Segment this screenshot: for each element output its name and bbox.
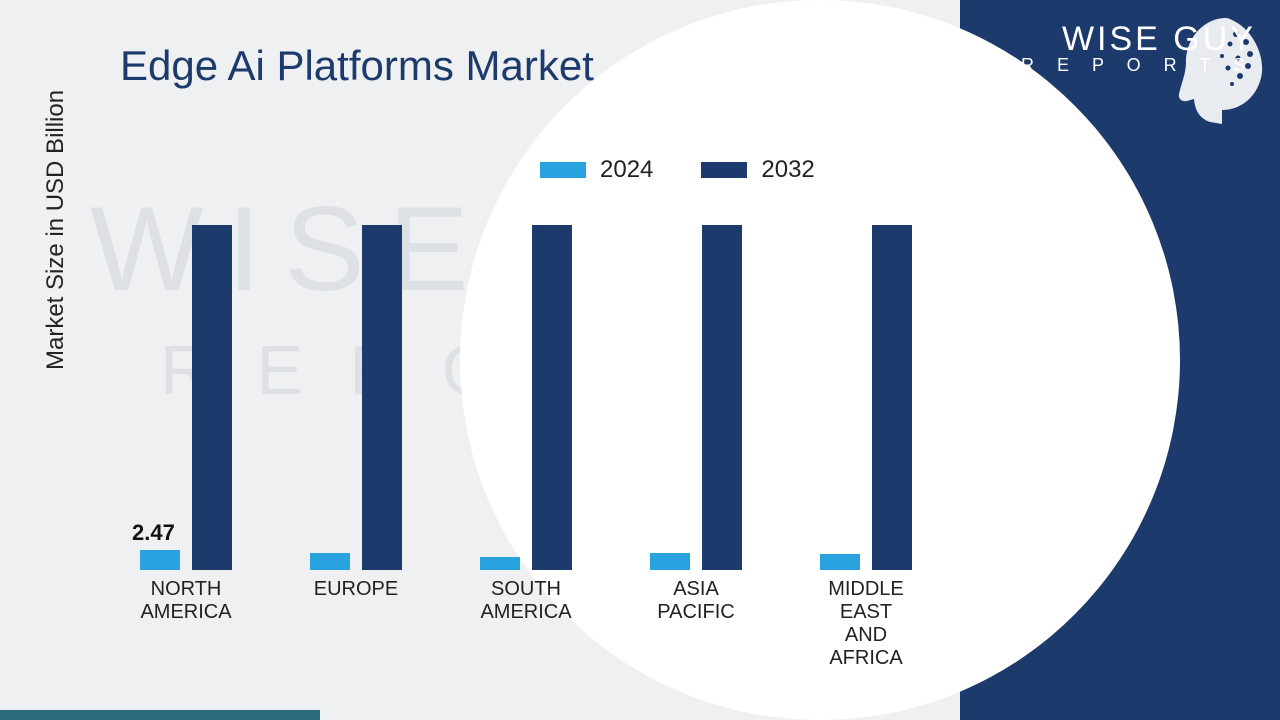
legend-item-2024: 2024	[540, 156, 653, 184]
bar-2024	[310, 553, 350, 570]
bottom-accent-bar	[0, 710, 320, 720]
bar-2024	[480, 557, 520, 570]
legend-label-2024: 2024	[600, 156, 653, 184]
category-label: EUROPE	[286, 578, 426, 601]
stage: WISE GUY REPORTS WISE GUY R E P O R T S …	[0, 0, 1280, 720]
brand-line1: WISE GUY	[1021, 20, 1256, 59]
category-label: NORTHAMERICA	[116, 578, 256, 624]
y-axis-label: Market Size in USD Billion	[42, 90, 70, 370]
bar-2032	[362, 225, 402, 570]
bar-2032	[702, 225, 742, 570]
category-label: ASIAPACIFIC	[626, 578, 766, 624]
legend-swatch-2032	[701, 162, 747, 178]
brand-line2: R E P O R T S	[1021, 55, 1256, 76]
plot-area: NORTHAMERICA2.47EUROPESOUTHAMERICAASIAPA…	[100, 200, 940, 570]
bar-2032	[872, 225, 912, 570]
bar-2032	[532, 225, 572, 570]
legend-swatch-2024	[540, 162, 586, 178]
legend-label-2032: 2032	[761, 156, 814, 184]
right-panel: WISE GUY R E P O R T S	[960, 0, 1280, 720]
category-label: SOUTHAMERICA	[456, 578, 596, 624]
category-label: MIDDLEEASTANDAFRICA	[796, 578, 936, 670]
legend-item-2032: 2032	[701, 156, 814, 184]
bar-2024	[140, 550, 180, 570]
bar-2032	[192, 225, 232, 570]
bar-2024	[650, 553, 690, 570]
brand-block: WISE GUY R E P O R T S	[1021, 20, 1256, 76]
legend: 2024 2032	[540, 156, 815, 184]
chart-title: Edge Ai Platforms Market	[120, 42, 594, 90]
bar-value-label: 2.47	[132, 520, 175, 546]
bar-2024	[820, 554, 860, 570]
